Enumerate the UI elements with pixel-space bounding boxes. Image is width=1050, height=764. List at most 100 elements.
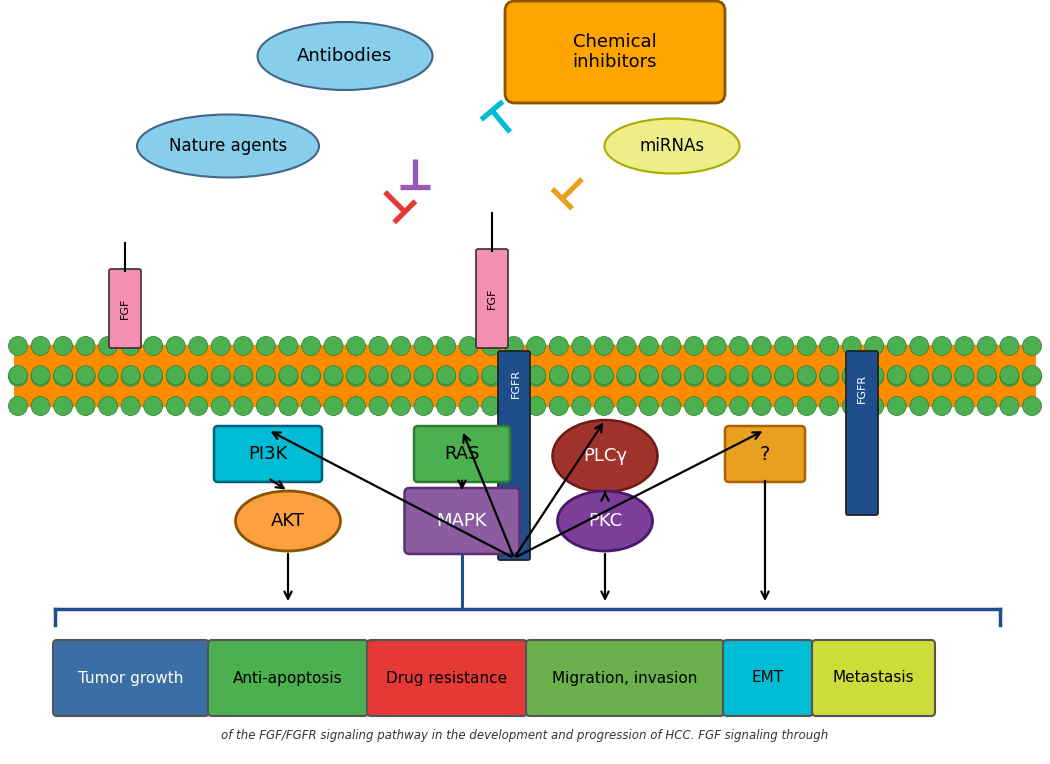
Circle shape	[797, 367, 816, 387]
Circle shape	[1023, 367, 1042, 387]
Circle shape	[820, 397, 839, 416]
Circle shape	[775, 397, 794, 416]
Circle shape	[910, 397, 929, 416]
Circle shape	[482, 367, 501, 387]
Circle shape	[99, 367, 118, 387]
Circle shape	[572, 397, 591, 416]
Circle shape	[1000, 367, 1018, 387]
Circle shape	[639, 397, 658, 416]
Circle shape	[932, 366, 951, 384]
Text: Metastasis: Metastasis	[833, 671, 915, 685]
Circle shape	[76, 397, 96, 416]
FancyBboxPatch shape	[526, 640, 724, 716]
Circle shape	[932, 367, 951, 387]
Circle shape	[549, 366, 568, 384]
Circle shape	[1023, 366, 1042, 384]
Circle shape	[820, 366, 839, 384]
Text: PI3K: PI3K	[248, 445, 288, 463]
Circle shape	[797, 336, 816, 355]
Circle shape	[144, 367, 163, 387]
Circle shape	[685, 397, 704, 416]
Circle shape	[437, 367, 456, 387]
Ellipse shape	[136, 115, 319, 177]
Circle shape	[166, 367, 185, 387]
Circle shape	[685, 366, 704, 384]
Circle shape	[842, 336, 861, 355]
Text: PLCγ: PLCγ	[583, 447, 627, 465]
Ellipse shape	[235, 491, 340, 551]
Circle shape	[279, 366, 298, 384]
Circle shape	[482, 366, 501, 384]
Circle shape	[211, 336, 230, 355]
Circle shape	[32, 336, 50, 355]
Circle shape	[8, 367, 27, 387]
Circle shape	[437, 397, 456, 416]
Circle shape	[639, 367, 658, 387]
Circle shape	[730, 397, 749, 416]
FancyBboxPatch shape	[812, 640, 934, 716]
Circle shape	[1023, 336, 1042, 355]
Circle shape	[99, 397, 118, 416]
Circle shape	[392, 336, 411, 355]
Circle shape	[324, 367, 343, 387]
Circle shape	[775, 336, 794, 355]
Circle shape	[437, 336, 456, 355]
Ellipse shape	[552, 420, 657, 492]
FancyBboxPatch shape	[208, 640, 368, 716]
Text: FGFR: FGFR	[511, 368, 521, 397]
Circle shape	[414, 397, 433, 416]
Circle shape	[256, 397, 275, 416]
Circle shape	[459, 397, 478, 416]
Text: PKC: PKC	[588, 512, 622, 530]
Circle shape	[887, 336, 906, 355]
Circle shape	[752, 367, 771, 387]
Text: FGF: FGF	[487, 288, 497, 309]
Circle shape	[572, 366, 591, 384]
Circle shape	[482, 336, 501, 355]
Circle shape	[54, 397, 72, 416]
Circle shape	[662, 397, 681, 416]
Circle shape	[234, 397, 253, 416]
Circle shape	[189, 397, 208, 416]
Circle shape	[594, 397, 613, 416]
Circle shape	[978, 336, 996, 355]
Circle shape	[392, 366, 411, 384]
Circle shape	[369, 397, 388, 416]
Circle shape	[730, 366, 749, 384]
Circle shape	[256, 336, 275, 355]
Circle shape	[121, 366, 140, 384]
Circle shape	[617, 366, 636, 384]
Circle shape	[504, 397, 523, 416]
Circle shape	[954, 397, 974, 416]
Text: FGFR: FGFR	[857, 374, 867, 403]
Ellipse shape	[605, 118, 739, 173]
FancyBboxPatch shape	[214, 426, 322, 482]
Circle shape	[527, 366, 546, 384]
Circle shape	[865, 367, 884, 387]
Circle shape	[662, 366, 681, 384]
Circle shape	[954, 336, 974, 355]
Circle shape	[617, 367, 636, 387]
Circle shape	[166, 366, 185, 384]
Circle shape	[549, 336, 568, 355]
Text: miRNAs: miRNAs	[639, 137, 705, 155]
Circle shape	[346, 366, 365, 384]
Circle shape	[211, 366, 230, 384]
Circle shape	[954, 367, 974, 387]
Circle shape	[121, 336, 140, 355]
FancyBboxPatch shape	[404, 488, 520, 554]
Circle shape	[32, 397, 50, 416]
Circle shape	[189, 367, 208, 387]
Text: RAS: RAS	[444, 445, 480, 463]
Circle shape	[369, 366, 388, 384]
FancyBboxPatch shape	[505, 1, 724, 103]
Circle shape	[166, 397, 185, 416]
Circle shape	[256, 367, 275, 387]
Circle shape	[932, 397, 951, 416]
FancyBboxPatch shape	[14, 374, 1036, 407]
Circle shape	[549, 397, 568, 416]
Circle shape	[639, 336, 658, 355]
Circle shape	[842, 397, 861, 416]
Circle shape	[594, 366, 613, 384]
Circle shape	[865, 336, 884, 355]
